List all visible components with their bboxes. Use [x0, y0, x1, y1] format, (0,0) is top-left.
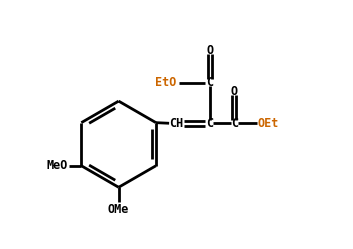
Text: EtO: EtO — [155, 76, 176, 89]
Text: C: C — [231, 117, 238, 130]
Text: C: C — [206, 76, 213, 89]
Text: CH: CH — [169, 117, 184, 130]
Text: OMe: OMe — [108, 203, 129, 216]
Text: MeO: MeO — [46, 159, 68, 172]
Text: O: O — [206, 44, 213, 57]
Text: OEt: OEt — [258, 117, 279, 130]
Text: C: C — [206, 117, 213, 130]
Text: O: O — [231, 85, 238, 98]
